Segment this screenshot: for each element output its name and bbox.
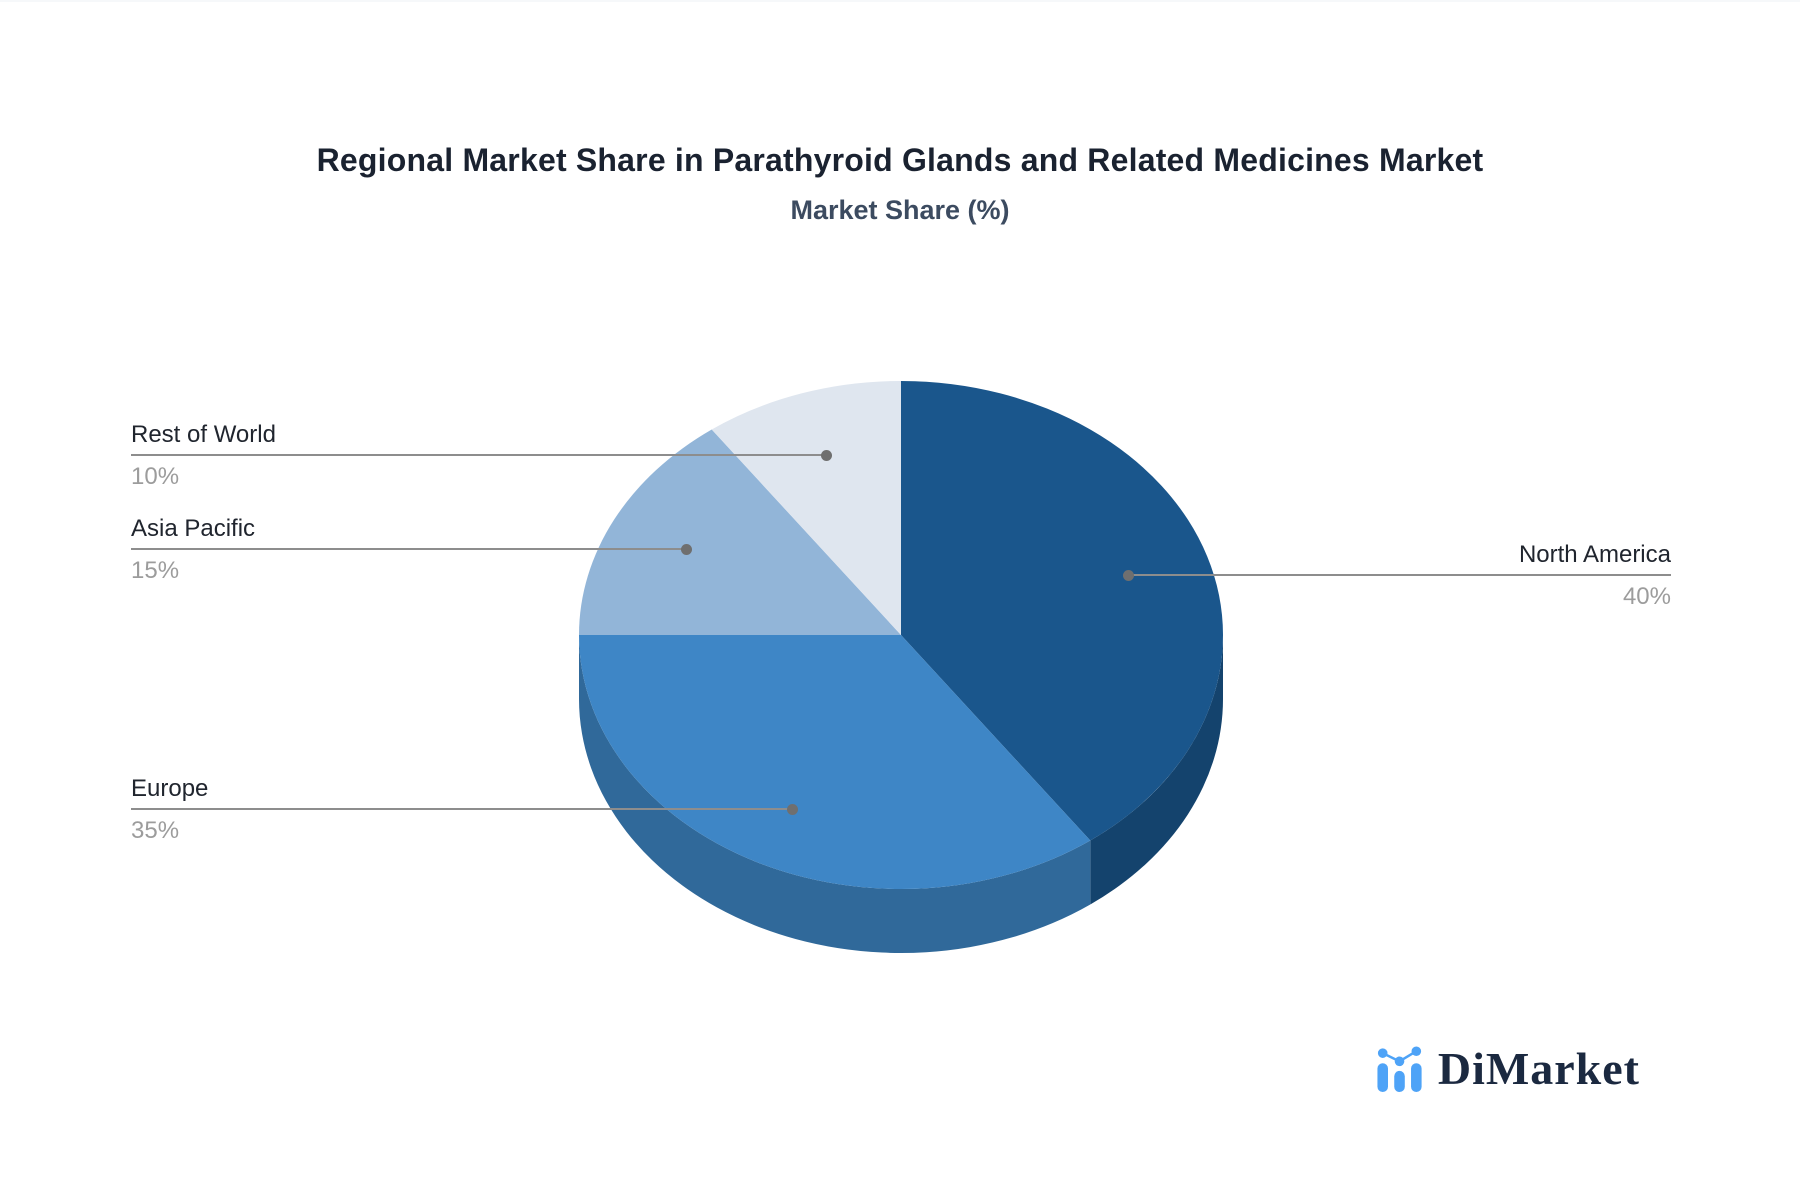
leader-dot-icon bbox=[787, 804, 798, 815]
slice-percent: 10% bbox=[131, 463, 180, 490]
slice-percent: 35% bbox=[131, 817, 180, 844]
leader-dot-icon bbox=[821, 450, 832, 461]
leader-line bbox=[131, 804, 798, 815]
slice-label: Rest of World bbox=[131, 421, 276, 448]
chart-subtitle: Market Share (%) bbox=[790, 195, 1010, 225]
chart-title: Regional Market Share in Parathyroid Gla… bbox=[316, 142, 1484, 178]
leader-line bbox=[131, 544, 692, 555]
leader-line bbox=[1123, 570, 1671, 581]
leader-line bbox=[131, 450, 832, 461]
pie-slice-rest-of-world[interactable] bbox=[711, 381, 901, 635]
bar-line-chart-icon bbox=[1377, 1046, 1422, 1093]
leader-dot-icon bbox=[1123, 570, 1134, 581]
callout-rest-of-world: Rest of World 10% bbox=[131, 421, 832, 491]
slice-label: Asia Pacific bbox=[131, 515, 256, 542]
slice-label: Europe bbox=[131, 775, 209, 802]
pie-slice-side-europe[interactable] bbox=[579, 635, 1091, 953]
brand-name: DiMarket bbox=[1437, 1043, 1640, 1094]
pie-slice-europe[interactable] bbox=[579, 635, 1091, 889]
slice-label: North America bbox=[1518, 541, 1671, 568]
slice-percent: 15% bbox=[131, 557, 180, 584]
slice-percent: 40% bbox=[1622, 583, 1671, 610]
callout-europe: Europe 35% bbox=[131, 775, 798, 845]
pie-slice-asia-pacific[interactable] bbox=[579, 429, 901, 635]
pie-slice-north-america[interactable] bbox=[901, 381, 1223, 841]
brand-logo: DiMarket bbox=[1376, 1044, 1640, 1094]
callout-north-america: North America 40% bbox=[1123, 541, 1671, 611]
callout-asia-pacific: Asia Pacific 15% bbox=[131, 515, 692, 585]
leader-dot-icon bbox=[681, 544, 692, 555]
pie-slice-side-north-america[interactable] bbox=[1090, 635, 1223, 905]
